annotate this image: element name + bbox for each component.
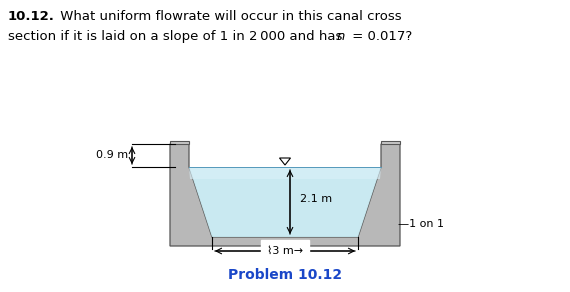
Text: ⌇3 m→: ⌇3 m→	[267, 246, 303, 256]
Text: = 0.017?: = 0.017?	[348, 30, 412, 43]
Text: 2.1 m: 2.1 m	[300, 194, 332, 204]
Polygon shape	[189, 167, 381, 179]
Polygon shape	[170, 144, 400, 246]
Bar	[381, 140, 400, 144]
Polygon shape	[189, 167, 381, 237]
Text: Problem 10.12: Problem 10.12	[228, 268, 342, 282]
Text: section if it is laid on a slope of 1 in 2 000 and has: section if it is laid on a slope of 1 in…	[8, 30, 347, 43]
Text: n: n	[336, 30, 345, 43]
Text: —1 on 1: —1 on 1	[398, 219, 444, 230]
Text: 0.9 m: 0.9 m	[96, 150, 128, 161]
Polygon shape	[279, 158, 291, 165]
Bar	[170, 140, 189, 144]
Text: What uniform flowrate will occur in this canal cross: What uniform flowrate will occur in this…	[56, 10, 402, 23]
Text: 10.12.: 10.12.	[8, 10, 55, 23]
